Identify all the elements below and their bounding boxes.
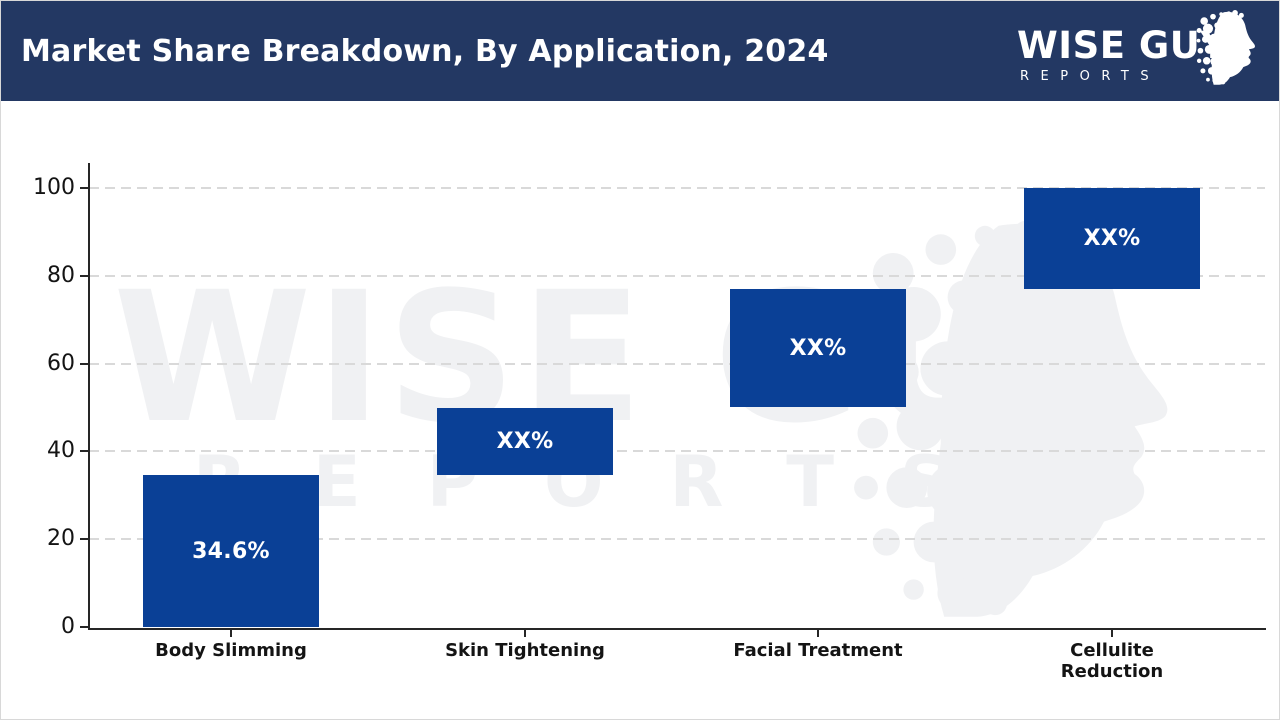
x-tick-label-0: Body Slimming xyxy=(131,640,331,661)
y-axis-line xyxy=(88,163,90,630)
y-tick-label-20: 20 xyxy=(47,526,75,552)
logo-wordmark: WISE GUY xyxy=(1017,24,1228,67)
x-tick-mark-1 xyxy=(524,630,526,637)
y-tick-mark-100 xyxy=(80,187,88,189)
y-tick-mark-80 xyxy=(80,274,88,277)
bar-value-label: XX% xyxy=(1083,225,1141,251)
gridline-60 xyxy=(89,362,1265,365)
x-tick-label-1: Skin Tightening xyxy=(425,640,625,661)
x-tick-mark-0 xyxy=(230,630,232,637)
bar-body-slimming: 34.6% xyxy=(143,475,319,627)
x-tick-mark-3 xyxy=(1111,630,1113,637)
gridline-100 xyxy=(89,187,1265,189)
logo-subtext: REPORTS xyxy=(1020,69,1160,84)
bar-facial-treatment: XX% xyxy=(730,288,906,408)
y-tick-mark-0 xyxy=(80,626,88,628)
x-tick-label-line: Facial Treatment xyxy=(733,640,903,661)
x-axis-line xyxy=(88,628,1266,630)
bar-cellulite-reduction: XX% xyxy=(1024,188,1200,289)
wiseguy-logo: WISE GUY REPORTS xyxy=(1017,10,1255,85)
x-tick-label-line: Skin Tightening xyxy=(445,640,605,661)
x-tick-label-3: Cellulite Reduction xyxy=(1012,640,1212,682)
bar-value-label: XX% xyxy=(496,428,554,454)
bar-value-label: XX% xyxy=(789,335,847,361)
header-bar: Market Share Breakdown, By Application, … xyxy=(1,1,1279,101)
chart-title: Market Share Breakdown, By Application, … xyxy=(21,33,829,69)
x-tick-label-line: Body Slimming xyxy=(155,640,307,661)
gridline-80 xyxy=(89,274,1265,277)
logo-dot-head-icon xyxy=(1196,10,1255,85)
y-tick-label-0: 0 xyxy=(61,614,75,639)
y-tick-label-40: 40 xyxy=(47,438,75,464)
y-tick-label-60: 60 xyxy=(47,350,75,376)
x-tick-label-2: Facial Treatment xyxy=(718,640,918,661)
x-tick-label-line: Cellulite xyxy=(1070,640,1154,661)
y-tick-label-80: 80 xyxy=(47,262,75,288)
y-tick-mark-60 xyxy=(80,362,88,365)
bar-skin-tightening: XX% xyxy=(437,407,613,476)
bar-value-label: 34.6% xyxy=(192,538,270,564)
y-tick-label-100: 100 xyxy=(33,175,75,200)
x-tick-mark-2 xyxy=(817,630,819,637)
y-tick-mark-40 xyxy=(80,450,88,453)
y-tick-mark-20 xyxy=(80,538,88,541)
gridline-40 xyxy=(89,450,1265,453)
x-tick-label-line: Reduction xyxy=(1060,661,1164,682)
gridline-20 xyxy=(89,538,1265,541)
